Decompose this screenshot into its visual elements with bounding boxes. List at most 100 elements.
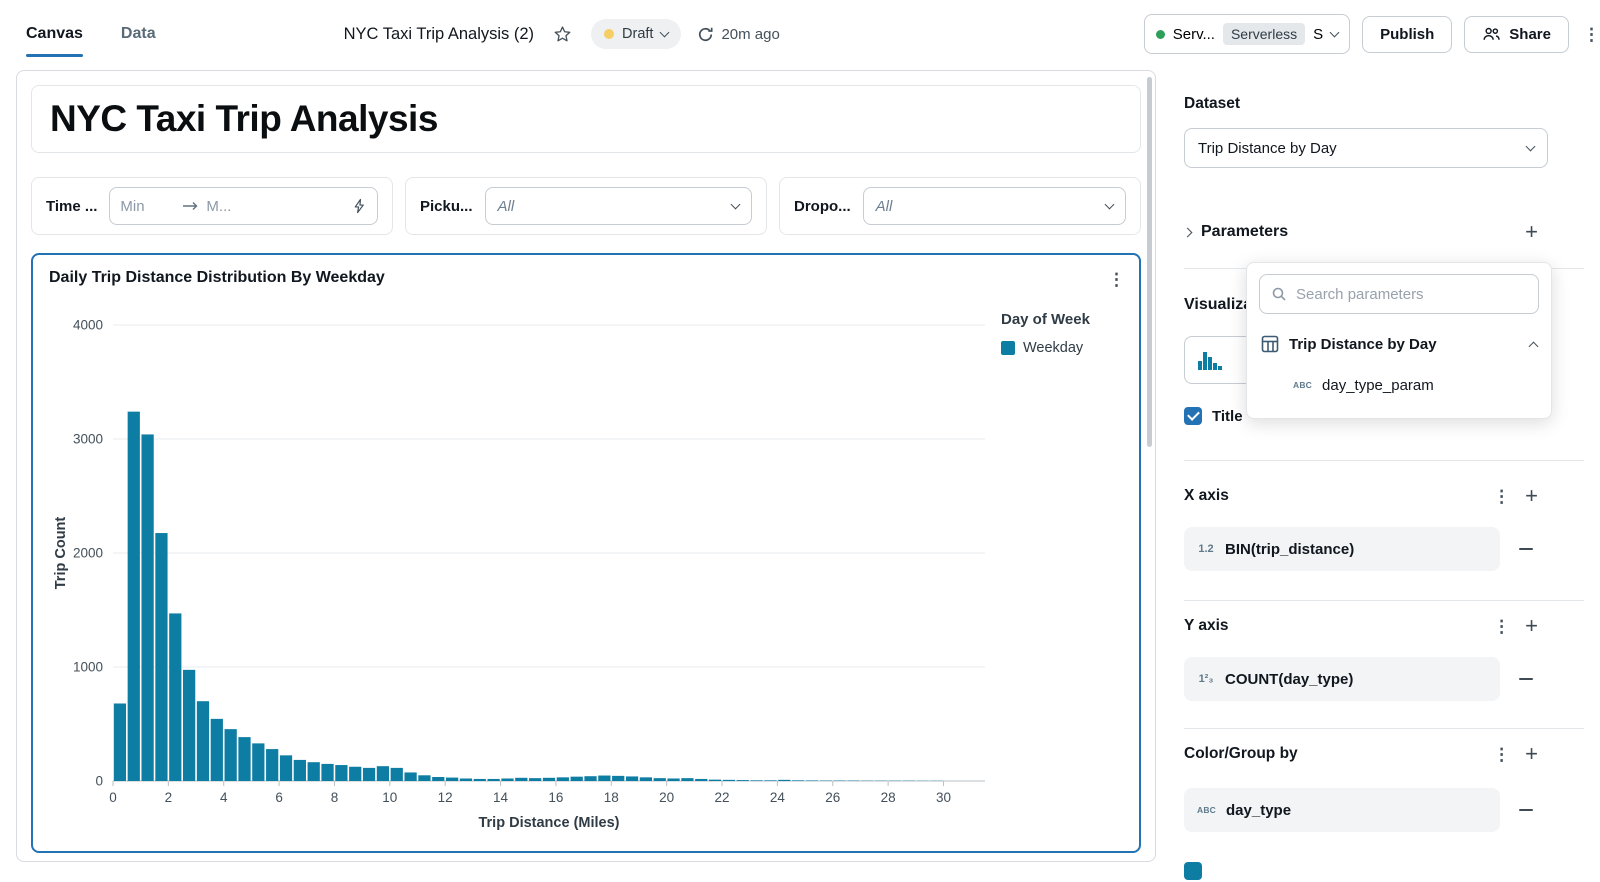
arrow-right-icon: [183, 202, 198, 210]
share-people-icon: [1483, 27, 1501, 40]
y-axis-field-row: COUNT(day_type): [1184, 657, 1540, 701]
svg-text:0: 0: [95, 774, 103, 789]
canvas-scrollbar[interactable]: [1147, 77, 1152, 447]
parameters-section-header[interactable]: Parameters +: [1182, 218, 1540, 246]
y-axis-label: Y axis: [1184, 617, 1229, 634]
histogram-chart-icon: [1198, 352, 1222, 370]
draft-status-label: Draft: [622, 26, 654, 42]
title-widget[interactable]: NYC Taxi Trip Analysis: [31, 85, 1141, 153]
range-min-input[interactable]: [120, 197, 177, 215]
dataset-section-label: Dataset: [1184, 95, 1240, 112]
x-axis-field-row: BIN(trip_distance): [1184, 527, 1540, 571]
pickup-filter-widget[interactable]: Picku... All: [405, 177, 767, 235]
legend-item-weekday[interactable]: Weekday: [1001, 340, 1129, 356]
kebab-icon: ⋮: [1108, 270, 1125, 289]
string-type-icon: [1293, 380, 1312, 390]
y-axis-field-chip[interactable]: COUNT(day_type): [1184, 657, 1500, 701]
time-range-inputs: [109, 187, 378, 225]
string-type-icon: [1197, 805, 1216, 815]
svg-text:2000: 2000: [73, 546, 103, 561]
parameters-label: Parameters: [1201, 223, 1289, 240]
popup-parameter-name: day_type_param: [1322, 376, 1434, 394]
svg-text:30: 30: [936, 790, 951, 805]
search-icon: [1272, 287, 1286, 301]
publish-button[interactable]: Publish: [1362, 15, 1453, 53]
svg-text:10: 10: [382, 790, 397, 805]
x-axis-add-button[interactable]: +: [1525, 483, 1538, 508]
main-area: NYC Taxi Trip Analysis Time ... Picku...…: [0, 68, 1600, 882]
chart-widget[interactable]: Daily Trip Distance Distribution By Week…: [31, 253, 1141, 853]
title-checkbox-label: Title: [1212, 407, 1243, 425]
refresh-icon: [699, 27, 713, 41]
share-button[interactable]: Share: [1464, 15, 1569, 53]
chart-overflow-menu[interactable]: ⋮: [1108, 271, 1125, 288]
favorite-star-button[interactable]: [550, 22, 575, 47]
integer-type-icon: [1197, 673, 1215, 685]
x-axis-options-menu[interactable]: ⋮: [1490, 488, 1513, 505]
config-sidebar: Dataset Trip Distance by Day Parameters …: [1168, 68, 1600, 882]
page-title: NYC Taxi Trip Analysis: [50, 98, 438, 139]
svg-text:18: 18: [604, 790, 619, 805]
divider: [1184, 460, 1584, 461]
select-value: All: [497, 197, 515, 215]
dropoff-filter-select[interactable]: All: [862, 187, 1126, 225]
parameters-search-input[interactable]: [1296, 285, 1527, 303]
color-group-add-button[interactable]: +: [1525, 741, 1538, 766]
chevron-up-icon[interactable]: [1528, 341, 1539, 351]
lightning-bolt-icon[interactable]: [352, 198, 367, 214]
warehouse-status-icon: [1155, 29, 1165, 39]
refresh-button[interactable]: 20m ago: [697, 25, 780, 43]
dataset-select[interactable]: Trip Distance by Day: [1184, 128, 1548, 168]
topbar-actions: Serv... Serverless S Publish Share ⋮: [1143, 14, 1600, 54]
color-group-field-chip[interactable]: day_type: [1184, 788, 1500, 832]
x-axis-section-header: X axis ⋮ +: [1184, 482, 1540, 510]
dropoff-filter-widget[interactable]: Dropo... All: [779, 177, 1141, 235]
popup-dataset-row[interactable]: Trip Distance by Day: [1247, 324, 1551, 364]
document-title-group: NYC Taxi Trip Analysis (2) Draft 20m ago: [344, 19, 780, 49]
chart-legend: Day of Week Weekday: [1001, 311, 1129, 356]
color-group-options-menu[interactable]: ⋮: [1490, 746, 1513, 763]
color-group-field-name: day_type: [1226, 801, 1292, 819]
add-parameter-button[interactable]: +: [1525, 219, 1538, 244]
checkbox-checked-icon[interactable]: [1184, 407, 1202, 425]
y-axis-remove-button[interactable]: [1512, 665, 1540, 693]
x-axis-remove-button[interactable]: [1512, 535, 1540, 563]
title-checkbox-row[interactable]: Title: [1184, 407, 1243, 425]
dashboard-canvas: NYC Taxi Trip Analysis Time ... Picku...…: [16, 70, 1156, 862]
weekday-color-swatch[interactable]: [1184, 862, 1202, 880]
svg-text:0: 0: [109, 790, 117, 805]
warehouse-selector[interactable]: Serv... Serverless S: [1143, 14, 1351, 54]
document-title: NYC Taxi Trip Analysis (2): [343, 24, 535, 43]
minus-icon: [1519, 548, 1533, 550]
topbar-overflow-menu[interactable]: ⋮: [1581, 24, 1600, 45]
color-group-field-row: day_type: [1184, 788, 1540, 832]
popup-dataset-name: Trip Distance by Day: [1289, 335, 1437, 353]
legend-label: Weekday: [1023, 340, 1084, 356]
tab-data[interactable]: Data: [120, 25, 156, 42]
popup-parameter-row[interactable]: day_type_param: [1247, 364, 1551, 406]
x-axis-field-chip[interactable]: BIN(trip_distance): [1184, 527, 1500, 571]
parameters-search-box: [1259, 274, 1539, 314]
chevron-down-icon: [1329, 27, 1340, 38]
table-icon: [1261, 335, 1279, 353]
kebab-icon: ⋮: [1583, 24, 1600, 44]
svg-text:1000: 1000: [73, 660, 103, 675]
color-group-remove-button[interactable]: [1512, 796, 1540, 824]
y-axis-add-button[interactable]: +: [1525, 613, 1538, 638]
range-max-input[interactable]: [206, 197, 247, 215]
pickup-filter-select[interactable]: All: [484, 187, 752, 225]
color-group-label: Color/Group by: [1184, 745, 1298, 762]
last-refresh-label: 20m ago: [721, 25, 780, 43]
chevron-down-icon: [1104, 199, 1115, 210]
draft-status-dropdown[interactable]: Draft: [591, 19, 682, 49]
chart-title: Daily Trip Distance Distribution By Week…: [49, 269, 385, 286]
tab-canvas[interactable]: Canvas: [26, 19, 83, 57]
warehouse-size: S: [1313, 25, 1324, 43]
minus-icon: [1519, 809, 1533, 811]
time-range-filter-widget[interactable]: Time ...: [31, 177, 393, 235]
topbar: Canvas Data NYC Taxi Trip Analysis (2) D…: [0, 0, 1600, 68]
editor-tabs: Canvas Data: [26, 19, 156, 57]
kebab-icon: ⋮: [1493, 486, 1511, 506]
y-axis-options-menu[interactable]: ⋮: [1490, 618, 1513, 635]
